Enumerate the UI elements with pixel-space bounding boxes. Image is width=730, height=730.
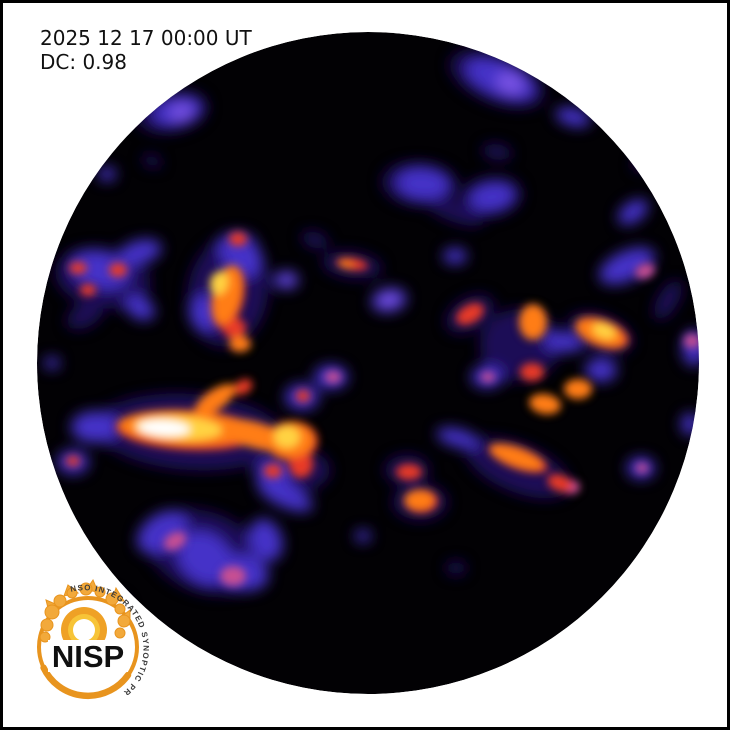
hotspot-blob [520, 363, 544, 381]
hotspot-blob [66, 456, 80, 466]
hotspot-blob [636, 463, 648, 473]
hotspot-blob [163, 531, 187, 551]
hotspot-blob [325, 371, 341, 383]
hotspot-blob [209, 271, 229, 295]
hotspot-blob [170, 104, 192, 120]
hotspot-blob [69, 262, 87, 274]
hotspot-blob [564, 379, 592, 399]
hotspot-blob [617, 199, 649, 225]
hotspot-blob [489, 444, 543, 470]
hotspot-blob [404, 490, 434, 510]
hotspot-blob [592, 323, 616, 339]
hotspot-blob [684, 334, 699, 348]
hotspot-blob [529, 393, 561, 415]
hotspot-blob [379, 293, 399, 307]
hotspot-blob [229, 232, 247, 246]
sun-flames-icon [39, 578, 131, 643]
solar-disk [37, 32, 699, 694]
hotspot-blob [635, 263, 655, 279]
hotspot-blob [264, 464, 282, 478]
hotspot-blob [142, 154, 162, 168]
hotspot-blob [481, 372, 495, 382]
logo-acronym: NISP [52, 639, 124, 674]
hotspot-blob [222, 318, 246, 338]
hotspot-blob [519, 304, 547, 340]
hotspot-blob [301, 231, 329, 249]
hotspot-blob [44, 357, 60, 369]
hotspot-blob [396, 464, 422, 480]
hotspot-blob [436, 427, 480, 449]
hotspot-blob [229, 336, 251, 352]
timestamp-label: 2025 12 17 00:00 UT [40, 26, 253, 50]
hotspot-blob [585, 358, 617, 382]
hotspot-blob [71, 411, 119, 443]
hotspot-blob [443, 248, 467, 264]
hotspot-blob [470, 183, 514, 211]
hotspot-blob [66, 300, 104, 330]
hotspot-blob [543, 331, 583, 353]
hotspot-layer-core [66, 232, 699, 586]
hotspot-blob [482, 143, 512, 161]
hotspot-blob [555, 107, 591, 127]
hotspot-blob [274, 426, 300, 448]
hotspot-blob [109, 263, 127, 277]
hotspot-blob [233, 379, 253, 395]
hotspot-blob [355, 530, 371, 542]
hotspot-blob [456, 303, 484, 325]
duty-cycle-label: DC: 0.98 [40, 50, 127, 74]
logo-bottom-arc [40, 664, 132, 700]
hotspot-blob [118, 239, 162, 265]
hotspot-blob [98, 167, 116, 181]
hotspot-blob [281, 276, 293, 284]
hotspot-blob [70, 250, 130, 290]
hotspot-blob [446, 561, 466, 575]
hotspot-blob [220, 566, 246, 586]
hotspot-blob [547, 474, 573, 492]
hotspot-blob [249, 518, 283, 562]
hotspot-blob [80, 284, 96, 296]
hotspot-blob [257, 478, 313, 512]
hotspot-blob [654, 280, 682, 320]
hotspot-blob [338, 259, 354, 269]
logo-text-plate [48, 640, 128, 672]
hotspot-blob [496, 73, 524, 93]
hotspot-blob [397, 168, 449, 200]
hotspot-blob [426, 198, 484, 226]
hotspot-blob [194, 383, 236, 417]
hotspot-blob [138, 419, 190, 437]
hotspot-blob [296, 390, 310, 402]
hotspot-blob [125, 295, 155, 321]
